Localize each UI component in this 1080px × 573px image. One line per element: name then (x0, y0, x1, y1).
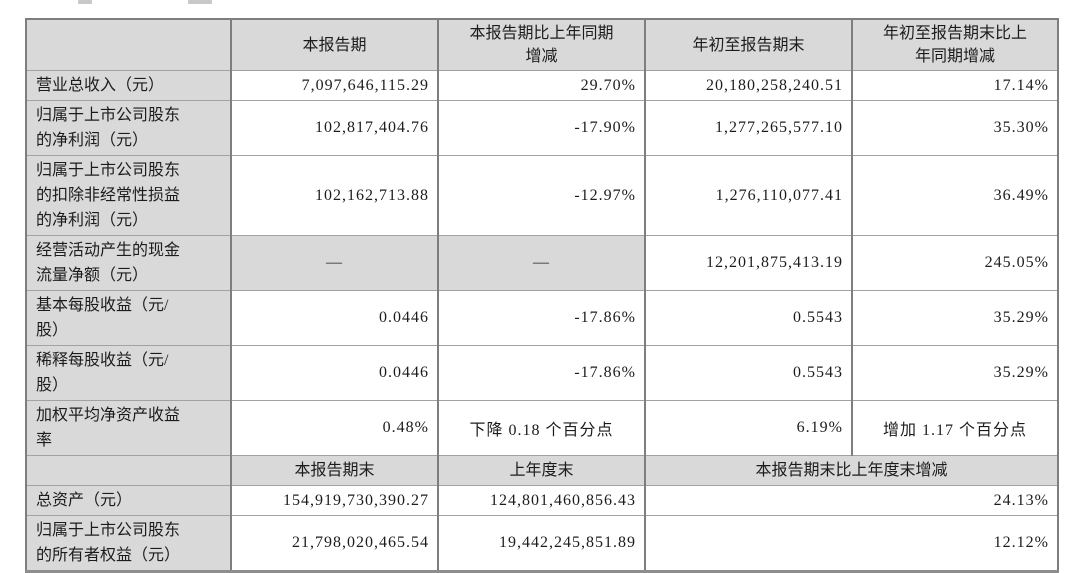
header-ytd: 年初至报告期末 (644, 18, 852, 71)
clipped-text-remnant (188, 0, 212, 4)
cell-ytd: 20,180,258,240.51 (644, 70, 852, 101)
cell-yoy-change: 29.70% (437, 70, 645, 101)
table-row: 稀释每股收益（元/ 股） 0.0446 -17.86% 0.5543 35.29… (26, 345, 1058, 401)
cell-current-period: 102,162,713.88 (230, 155, 438, 236)
header-current-period: 本报告期 (230, 18, 438, 71)
table-row: 归属于上市公司股东 的扣除非经常性损益 的净利润（元） 102,162,713.… (26, 155, 1058, 236)
cell-ytd-yoy-change-text: 增加 1.17 个百分点 (851, 400, 1058, 456)
table-row: 经营活动产生的现金 流量净额（元） — — 12,201,875,413.19 … (26, 235, 1058, 291)
row-label: 归属于上市公司股东 的扣除非经常性损益 的净利润（元） (26, 155, 231, 236)
cell-ytd: 6.19% (644, 400, 852, 456)
table-row: 营业总收入（元） 7,097,646,115.29 29.70% 20,180,… (26, 70, 1058, 101)
row-label: 稀释每股收益（元/ 股） (26, 345, 231, 401)
table-row: 加权平均净资产收益 率 0.48% 下降 0.18 个百分点 6.19% 增加 … (26, 400, 1058, 456)
header-period-vs-last-year-change: 本报告期末比上年度末增减 (644, 455, 1058, 486)
row-label: 营业总收入（元） (26, 70, 231, 101)
cell-current-period: 0.0446 (230, 345, 438, 401)
cell-ytd-yoy-change: 35.29% (851, 290, 1058, 346)
cell-yoy-change: -12.97% (437, 155, 645, 236)
cell-end-of-period: 21,798,020,465.54 (230, 515, 438, 572)
cell-ytd-yoy-change: 17.14% (851, 70, 1058, 101)
cell-ytd: 0.5543 (644, 290, 852, 346)
header-end-of-last-year: 上年度末 (437, 455, 645, 486)
cell-current-period: 7,097,646,115.29 (230, 70, 438, 101)
table-row: 归属于上市公司股东 的所有者权益（元） 21,798,020,465.54 19… (26, 515, 1058, 572)
cell-current-period: 102,817,404.76 (230, 100, 438, 156)
financial-summary-table: 本报告期 本报告期比上年同期 增减 年初至报告期末 年初至报告期末比上 年同期增… (25, 18, 1059, 573)
row-label: 归属于上市公司股东 的所有者权益（元） (26, 515, 231, 572)
cell-ytd-yoy-change: 245.05% (851, 235, 1058, 291)
table-row: 归属于上市公司股东 的净利润（元） 102,817,404.76 -17.90%… (26, 100, 1058, 156)
cell-end-of-last-year: 124,801,460,856.43 (437, 485, 645, 516)
table-row: 总资产（元） 154,919,730,390.27 124,801,460,85… (26, 485, 1058, 516)
clipped-text-remnant (78, 0, 92, 4)
table-header-row-2: 本报告期末 上年度末 本报告期末比上年度末增减 (26, 455, 1058, 486)
cell-ytd-yoy-change: 35.30% (851, 100, 1058, 156)
cell-ytd: 0.5543 (644, 345, 852, 401)
header-end-of-period: 本报告期末 (230, 455, 438, 486)
cell-change: 12.12% (644, 515, 1058, 572)
cell-end-of-period: 154,919,730,390.27 (230, 485, 438, 516)
row-label: 总资产（元） (26, 485, 231, 516)
row-label: 基本每股收益（元/ 股） (26, 290, 231, 346)
cell-yoy-change: -17.86% (437, 290, 645, 346)
header-ytd-yoy-change: 年初至报告期末比上 年同期增减 (851, 18, 1058, 71)
header-blank-cell (26, 455, 231, 486)
row-label: 归属于上市公司股东 的净利润（元） (26, 100, 231, 156)
table-row: 基本每股收益（元/ 股） 0.0446 -17.86% 0.5543 35.29… (26, 290, 1058, 346)
cell-ytd: 1,277,265,577.10 (644, 100, 852, 156)
row-label: 加权平均净资产收益 率 (26, 400, 231, 456)
cell-ytd: 12,201,875,413.19 (644, 235, 852, 291)
header-blank-cell (26, 18, 231, 71)
cell-ytd-yoy-change: 36.49% (851, 155, 1058, 236)
table-header-row-1: 本报告期 本报告期比上年同期 增减 年初至报告期末 年初至报告期末比上 年同期增… (26, 18, 1058, 71)
cell-ytd: 1,276,110,077.41 (644, 155, 852, 236)
cell-yoy-change: -17.90% (437, 100, 645, 156)
cell-ytd-yoy-change: 35.29% (851, 345, 1058, 401)
cell-current-period: 0.0446 (230, 290, 438, 346)
header-yoy-change: 本报告期比上年同期 增减 (437, 18, 645, 71)
cell-end-of-last-year: 19,442,245,851.89 (437, 515, 645, 572)
cell-yoy-change: -17.86% (437, 345, 645, 401)
cell-current-period-dash: — (230, 235, 438, 291)
cell-current-period: 0.48% (230, 400, 438, 456)
cell-change: 24.13% (644, 485, 1058, 516)
cell-yoy-change-dash: — (437, 235, 645, 291)
row-label: 经营活动产生的现金 流量净额（元） (26, 235, 231, 291)
cell-yoy-change-text: 下降 0.18 个百分点 (437, 400, 645, 456)
